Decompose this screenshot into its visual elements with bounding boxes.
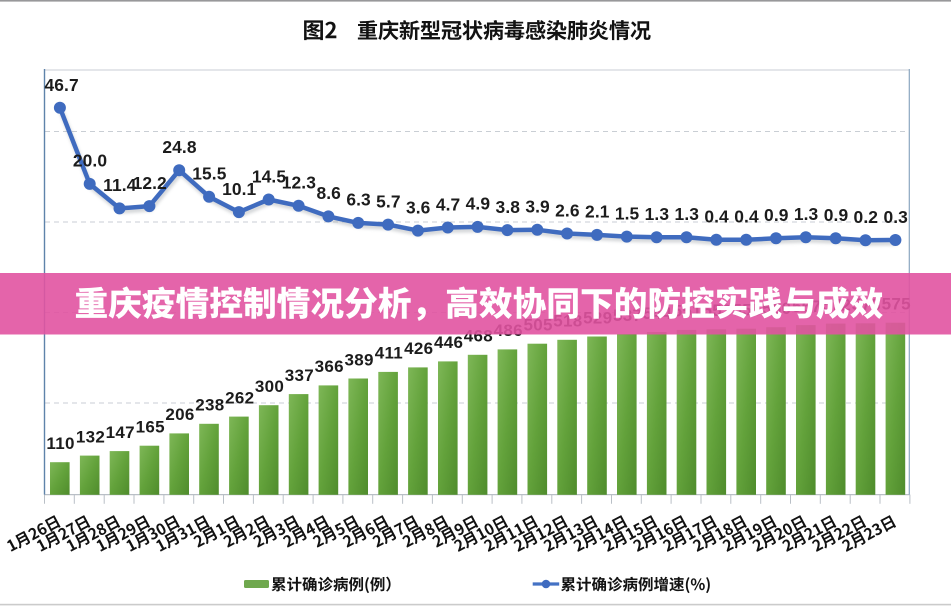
svg-text:165: 165: [136, 418, 165, 437]
svg-text:337: 337: [285, 366, 314, 385]
svg-text:2.6: 2.6: [555, 200, 580, 220]
svg-text:4.9: 4.9: [466, 194, 491, 214]
svg-text:6.3: 6.3: [346, 190, 371, 210]
svg-text:132: 132: [76, 427, 105, 446]
svg-text:389: 389: [344, 350, 373, 369]
svg-text:24.8: 24.8: [162, 137, 196, 157]
svg-text:4.7: 4.7: [436, 194, 460, 214]
svg-text:5.7: 5.7: [376, 191, 400, 211]
svg-text:300: 300: [255, 377, 284, 396]
svg-text:14.5: 14.5: [252, 166, 286, 186]
svg-text:11.4: 11.4: [103, 175, 137, 195]
svg-text:0.9: 0.9: [824, 205, 849, 225]
svg-text:15.5: 15.5: [192, 164, 226, 184]
svg-text:3.6: 3.6: [406, 197, 431, 217]
svg-text:446: 446: [434, 333, 463, 352]
svg-text:8.6: 8.6: [316, 183, 341, 203]
svg-text:366: 366: [315, 357, 344, 376]
svg-text:206: 206: [165, 405, 194, 424]
svg-text:426: 426: [404, 339, 433, 358]
svg-text:3.9: 3.9: [525, 197, 550, 217]
svg-text:238: 238: [195, 396, 224, 415]
svg-text:147: 147: [106, 423, 135, 442]
svg-text:2.1: 2.1: [585, 202, 610, 222]
svg-text:0.2: 0.2: [854, 207, 878, 227]
svg-text:0.9: 0.9: [764, 205, 789, 225]
svg-text:411: 411: [375, 344, 403, 363]
svg-text:20.0: 20.0: [73, 151, 107, 171]
svg-text:10.1: 10.1: [222, 179, 256, 199]
svg-text:1.3: 1.3: [794, 204, 819, 224]
svg-text:0.3: 0.3: [883, 207, 908, 227]
svg-text:1.5: 1.5: [615, 203, 640, 223]
svg-text:110: 110: [46, 434, 74, 453]
svg-text:12.2: 12.2: [133, 173, 167, 193]
svg-text:3.8: 3.8: [496, 197, 521, 217]
svg-text:1.3: 1.3: [645, 204, 670, 224]
svg-text:46.7: 46.7: [45, 75, 79, 95]
svg-text:0.4: 0.4: [734, 207, 759, 227]
svg-text:0.4: 0.4: [704, 207, 729, 227]
svg-text:1.3: 1.3: [675, 204, 700, 224]
svg-text:262: 262: [225, 388, 254, 407]
svg-text:12.3: 12.3: [282, 173, 316, 193]
